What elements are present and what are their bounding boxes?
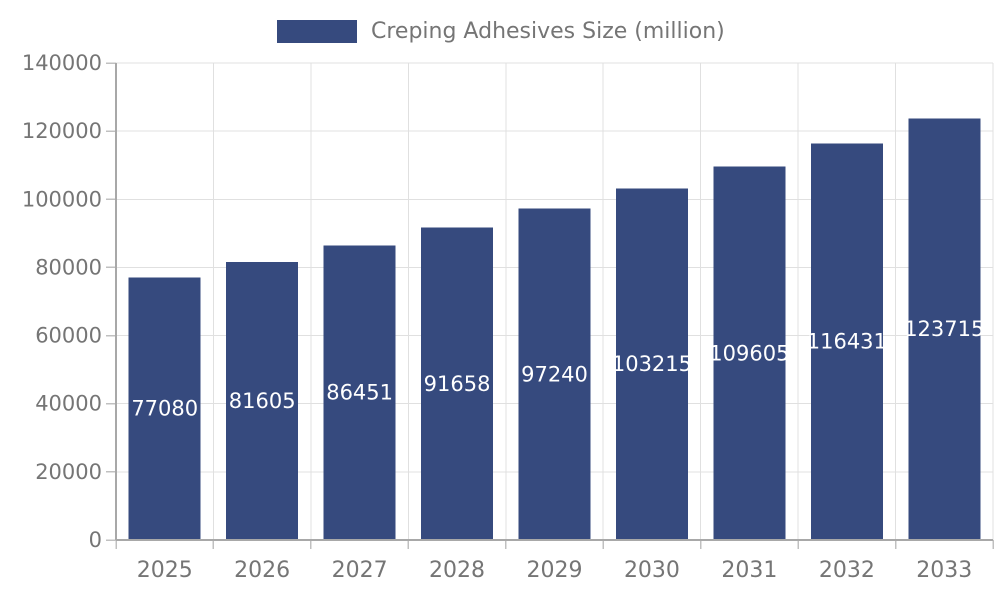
y-tick-label: 100000	[22, 187, 102, 211]
bar-value-label: 81605	[229, 389, 296, 413]
x-axis-label-2030: 2030	[624, 558, 680, 583]
legend: Creping Adhesives Size (million)	[277, 19, 725, 44]
y-tick-label: 80000	[35, 255, 102, 279]
bar-2032	[810, 143, 883, 540]
y-tick-label: 140000	[22, 51, 102, 75]
bar-value-label: 116431	[807, 330, 887, 354]
y-tick-label: 20000	[35, 460, 102, 484]
bar-2030	[615, 188, 688, 540]
bar-2031	[713, 166, 786, 540]
x-axis-label-2026: 2026	[234, 558, 290, 583]
bar-value-label: 123715	[904, 317, 984, 341]
y-tick-label: 60000	[35, 324, 102, 348]
bar-2027	[323, 245, 396, 540]
bar-value-label: 77080	[131, 397, 198, 421]
legend-label[interactable]: Creping Adhesives Size (million)	[371, 19, 725, 44]
x-axis-label-2029: 2029	[527, 558, 583, 583]
bar-2026	[226, 261, 299, 540]
y-tick-label: 120000	[22, 119, 102, 143]
x-axis-label-2033: 2033	[916, 558, 972, 583]
bar-value-label: 109605	[709, 341, 789, 365]
bar-value-label: 86451	[326, 381, 393, 405]
x-axis-label-2032: 2032	[819, 558, 875, 583]
x-axis-label-2028: 2028	[429, 558, 485, 583]
bar-value-label: 91658	[424, 372, 491, 396]
bar-2028	[421, 227, 494, 540]
bar-value-label: 97240	[521, 362, 588, 386]
x-axis-label-2027: 2027	[332, 558, 388, 583]
y-tick-label: 40000	[35, 392, 102, 416]
bar-2029	[518, 208, 591, 540]
bar-value-label: 103215	[612, 352, 692, 376]
bar-2025	[128, 277, 201, 540]
x-axis-label-2031: 2031	[721, 558, 777, 583]
x-axis-label-2025: 2025	[137, 558, 193, 583]
y-tick-label: 0	[89, 528, 102, 552]
bar-2033	[908, 118, 981, 540]
legend-swatch[interactable]	[277, 20, 357, 43]
